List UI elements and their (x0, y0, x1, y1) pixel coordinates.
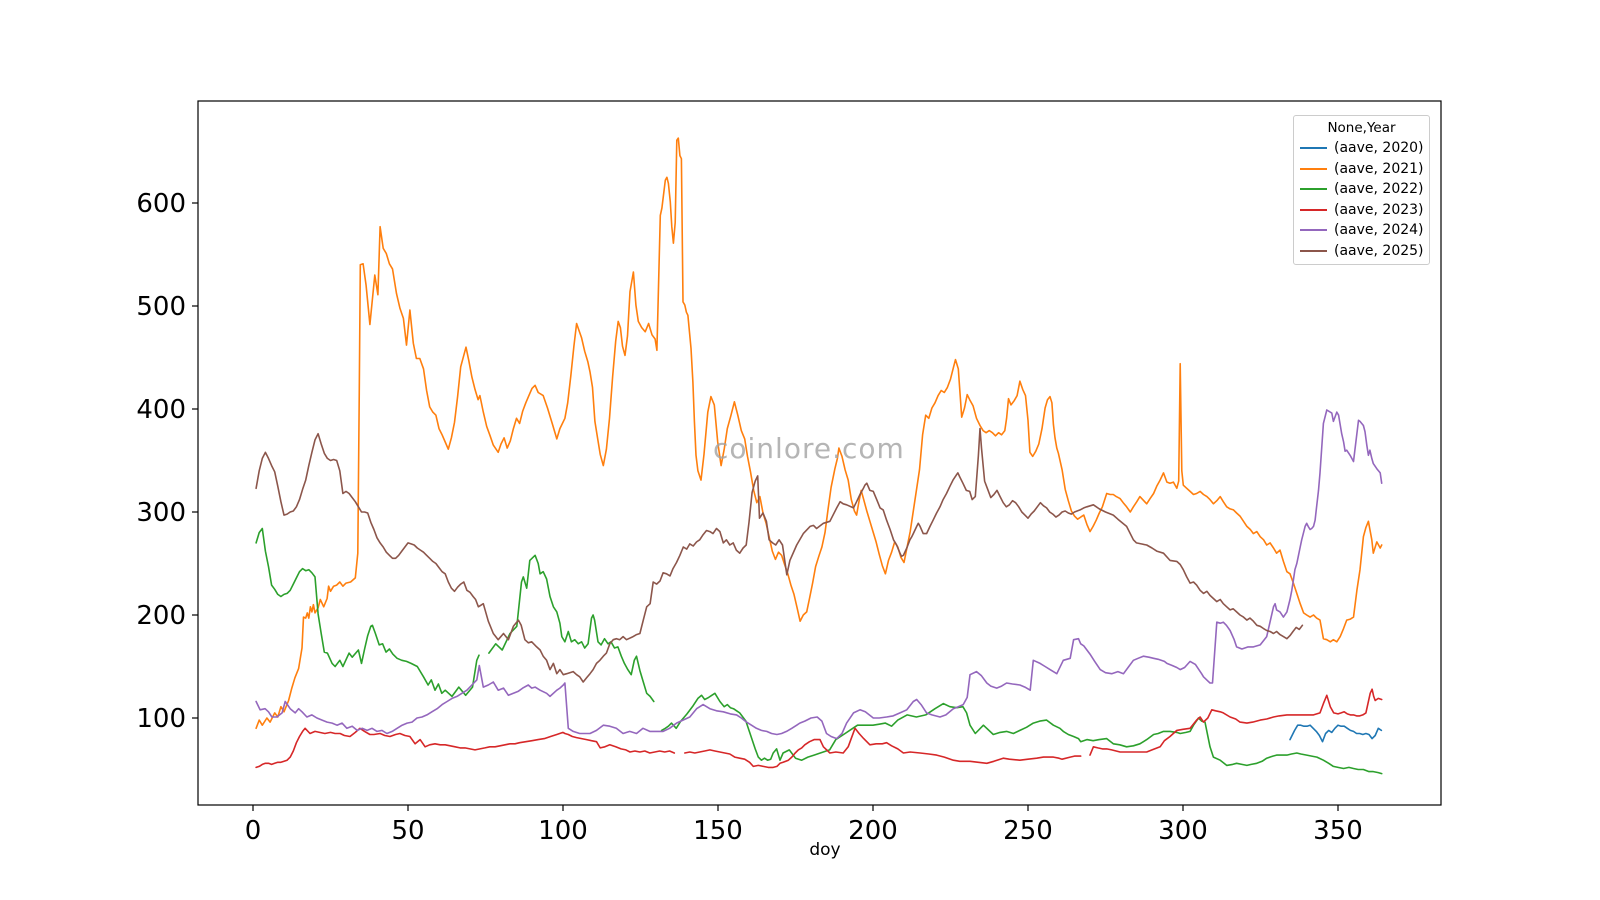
x-tick-label: 50 (391, 816, 424, 846)
legend-label: (aave, 2025) (1334, 242, 1424, 259)
y-tick-label: 400 (136, 395, 186, 425)
y-tick-label: 600 (136, 189, 186, 219)
legend-rows: (aave, 2020) (aave, 2021) (aave, 2022) (aav… (1300, 138, 1424, 262)
series-line--aave-2024- (255, 409, 1383, 740)
legend-item--aave-2025-: (aave, 2025) (1300, 241, 1424, 262)
x-tick-label: 150 (693, 816, 743, 846)
series-line--aave-2021- (255, 137, 1383, 730)
legend-label: (aave, 2024) (1334, 222, 1424, 239)
legend-label: (aave, 2022) (1334, 181, 1424, 198)
x-tick-label: 250 (1003, 816, 1053, 846)
legend-label: (aave, 2020) (1334, 140, 1424, 157)
x-tick-label: 200 (848, 816, 898, 846)
series-line--aave-2022- (255, 527, 1383, 775)
legend-line-sample (1300, 188, 1327, 191)
legend-line-sample (1300, 229, 1327, 232)
legend-item--aave-2020-: (aave, 2020) (1300, 138, 1424, 159)
series-line--aave-2023- (255, 688, 1383, 769)
legend-line-sample (1300, 167, 1327, 170)
x-tick-label: 300 (1158, 816, 1208, 846)
legend-label: (aave, 2023) (1334, 201, 1424, 218)
legend: None,Year (aave, 2020) (aave, 2021) (aave,… (1293, 115, 1430, 265)
series-line--aave-2020- (1289, 724, 1383, 743)
watermark: coinlore.com (713, 432, 905, 465)
x-axis-label: doy (809, 840, 841, 860)
legend-title: None,Year (1327, 120, 1396, 136)
y-tick-label: 500 (136, 292, 186, 322)
legend-line-sample (1300, 147, 1327, 150)
y-tick-label: 300 (136, 498, 186, 528)
series-line--aave-2025- (255, 427, 1304, 683)
legend-item--aave-2021-: (aave, 2021) (1300, 159, 1424, 180)
legend-line-sample (1300, 208, 1327, 211)
x-tick-label: 350 (1313, 816, 1363, 846)
legend-item--aave-2022-: (aave, 2022) (1300, 179, 1424, 200)
legend-line-sample (1300, 249, 1327, 252)
x-tick-label: 100 (538, 816, 588, 846)
y-tick-label: 200 (136, 601, 186, 631)
x-tick-label: 0 (245, 816, 262, 846)
legend-label: (aave, 2021) (1334, 160, 1424, 177)
plot-border (197, 100, 1442, 806)
legend-item--aave-2024-: (aave, 2024) (1300, 220, 1424, 241)
legend-item--aave-2023-: (aave, 2023) (1300, 200, 1424, 221)
y-tick-label: 100 (136, 704, 186, 734)
